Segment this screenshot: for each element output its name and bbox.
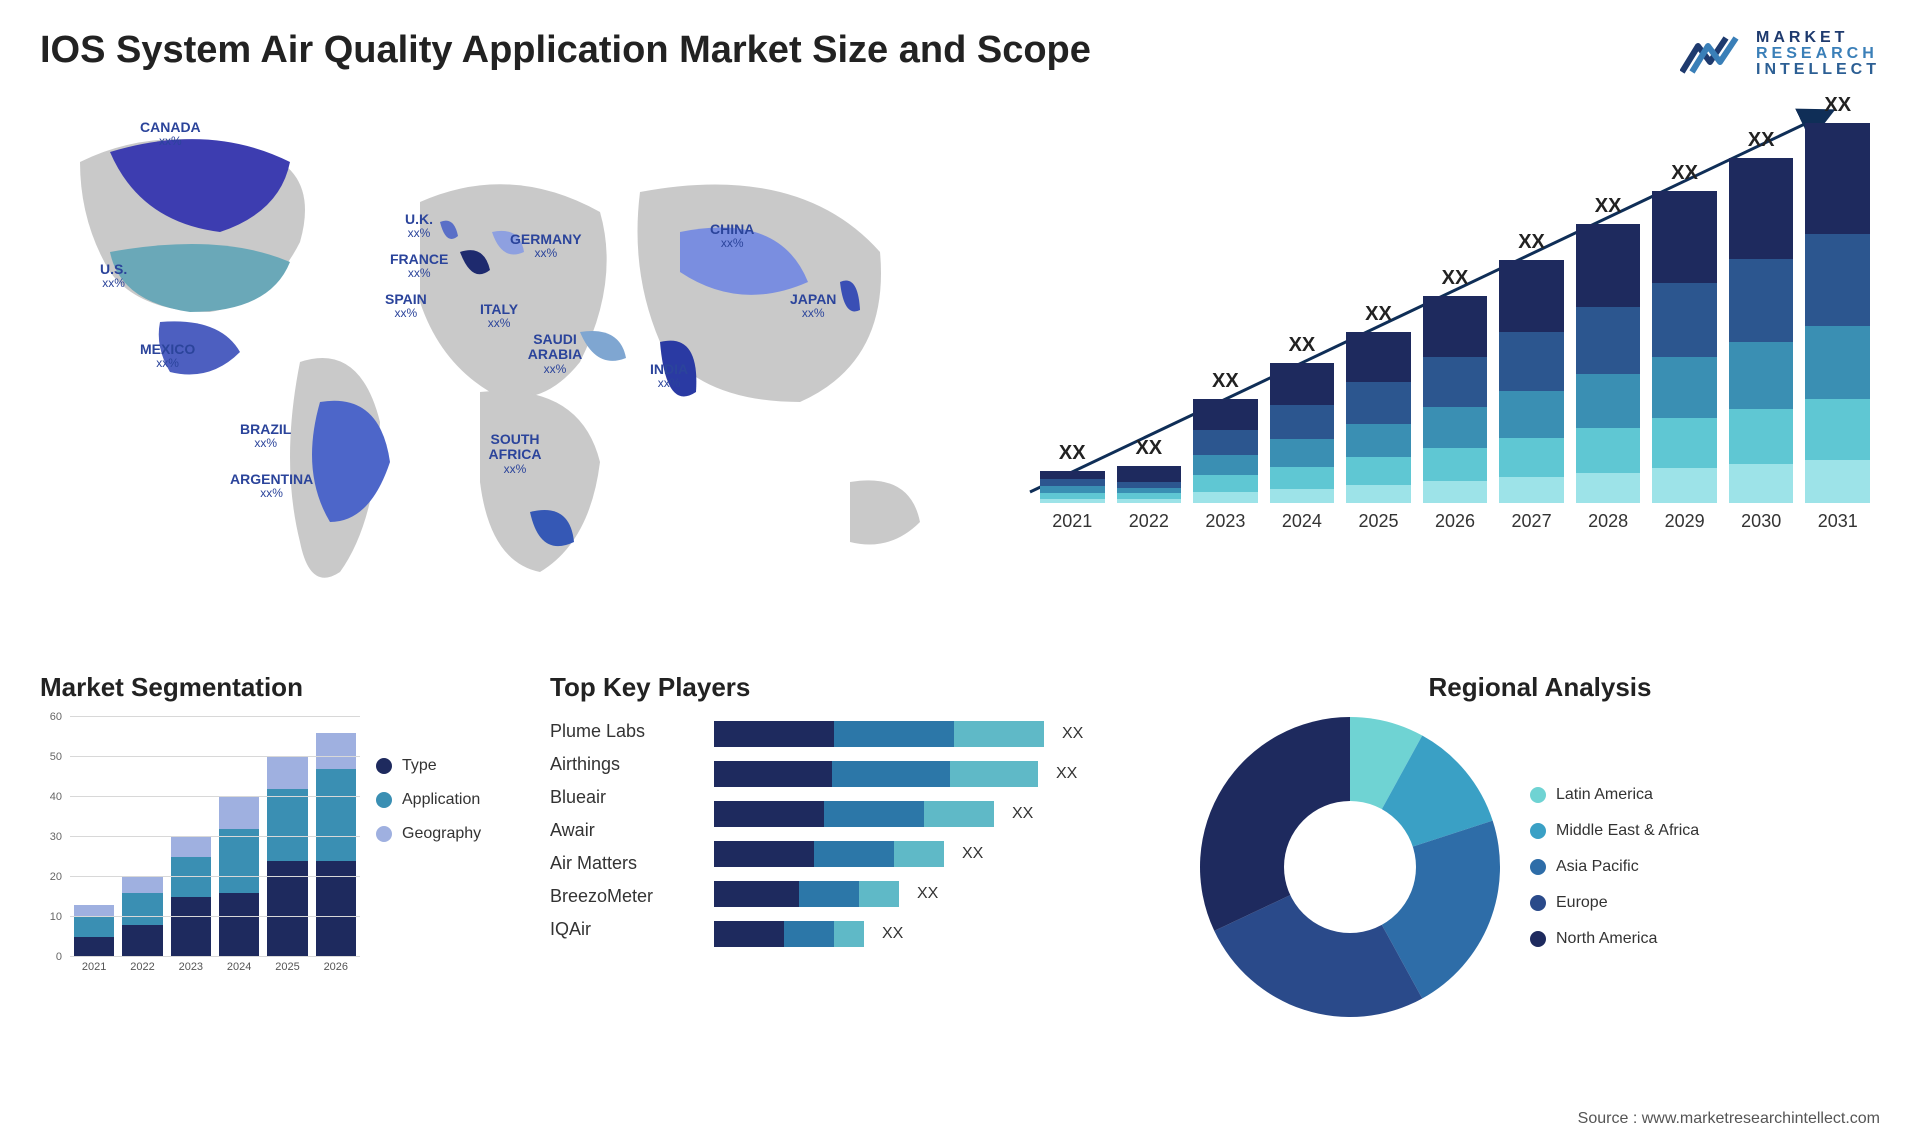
key-player-bar: XX [714, 801, 1170, 827]
map-label: FRANCExx% [390, 252, 448, 281]
logo-text: MARKET RESEARCH INTELLECT [1756, 30, 1880, 78]
legend-item: Middle East & Africa [1530, 822, 1699, 840]
forecast-bar: XX2027 [1499, 231, 1564, 532]
map-label: INDIAxx% [650, 362, 688, 391]
key-player-bar: XX [714, 881, 1170, 907]
world-map: CANADAxx% U.S.xx% MEXICOxx% BRAZILxx% ARGENT… [40, 102, 960, 622]
segmentation-title: Market Segmentation [40, 672, 520, 703]
header-row: IOS System Air Quality Application Marke… [40, 30, 1880, 78]
map-label: U.K.xx% [405, 212, 433, 241]
key-player-item: Plume Labs [550, 721, 700, 742]
key-player-item: Air Matters [550, 853, 700, 874]
forecast-bar: XX2023 [1193, 370, 1258, 532]
forecast-bar: XX2031 [1805, 94, 1870, 532]
key-player-bar: XX [714, 841, 1170, 867]
regional-donut-chart [1200, 717, 1500, 1017]
segmentation-bar [122, 877, 162, 957]
regional-legend: Latin America Middle East & Africa Asia Pa… [1530, 786, 1699, 948]
segmentation-bar [74, 905, 114, 957]
logo-line-1: MARKET [1756, 30, 1880, 46]
legend-item: North America [1530, 930, 1699, 948]
forecast-bar: XX2028 [1576, 195, 1641, 532]
segmentation-legend: Type Application Geography [376, 717, 481, 987]
logo-line-2: RESEARCH [1756, 46, 1880, 62]
key-players-bars: XX XX XX XX XX XX [714, 717, 1170, 947]
segmentation-bar [219, 797, 259, 957]
legend-item: Geography [376, 825, 481, 843]
forecast-chart: XX2021XX2022XX2023XX2024XX2025XX2026XX20… [1000, 102, 1880, 622]
map-label: ARGENTINAxx% [230, 472, 313, 501]
regional-panel: Regional Analysis Latin America Middle Ea… [1200, 672, 1880, 1017]
logo-mark-icon [1680, 32, 1744, 76]
key-player-bar: XX [714, 921, 1170, 947]
map-label: SAUDI ARABIAxx% [520, 332, 590, 376]
key-player-item: BreezoMeter [550, 886, 700, 907]
map-label: JAPANxx% [790, 292, 836, 321]
legend-item: Application [376, 791, 481, 809]
forecast-bar: XX2029 [1652, 162, 1717, 532]
map-label: SOUTH AFRICAxx% [480, 432, 550, 476]
forecast-bar: XX2024 [1270, 334, 1335, 532]
key-player-bar: XX [714, 761, 1170, 787]
forecast-bar: XX2021 [1040, 442, 1105, 532]
key-players-list: Plume Labs Airthings Blueair Awair Air Matte… [550, 717, 700, 947]
key-players-title: Top Key Players [550, 672, 1170, 703]
key-player-item: Airthings [550, 754, 700, 775]
key-players-panel: Top Key Players Plume Labs Airthings Bluea… [550, 672, 1170, 1017]
map-label: SPAINxx% [385, 292, 427, 321]
map-label: BRAZILxx% [240, 422, 291, 451]
key-player-item: Blueair [550, 787, 700, 808]
page-title: IOS System Air Quality Application Marke… [40, 30, 1091, 72]
segmentation-bar [267, 757, 307, 957]
map-label: CHINAxx% [710, 222, 754, 251]
regional-title: Regional Analysis [1200, 672, 1880, 703]
forecast-bar: XX2022 [1117, 437, 1182, 532]
map-label: MEXICOxx% [140, 342, 195, 371]
lower-row: Market Segmentation 0102030405060 202120… [40, 672, 1880, 1017]
legend-item: Asia Pacific [1530, 858, 1699, 876]
key-player-bar: XX [714, 721, 1170, 747]
legend-item: Europe [1530, 894, 1699, 912]
map-label: GERMANYxx% [510, 232, 582, 261]
source-credit: Source : www.marketresearchintellect.com [1578, 1110, 1880, 1128]
segmentation-bar [316, 733, 356, 957]
map-label: ITALYxx% [480, 302, 518, 331]
segmentation-panel: Market Segmentation 0102030405060 202120… [40, 672, 520, 1017]
map-label: U.S.xx% [100, 262, 127, 291]
legend-item: Type [376, 757, 481, 775]
logo-line-3: INTELLECT [1756, 62, 1880, 78]
forecast-bar: XX2030 [1729, 129, 1794, 532]
upper-row: CANADAxx% U.S.xx% MEXICOxx% BRAZILxx% ARGENT… [40, 102, 1880, 622]
segmentation-bar [171, 837, 211, 957]
segmentation-chart: 0102030405060 202120222023202420252026 [40, 717, 360, 987]
brand-logo: MARKET RESEARCH INTELLECT [1680, 30, 1880, 78]
legend-item: Latin America [1530, 786, 1699, 804]
forecast-bar: XX2025 [1346, 303, 1411, 532]
forecast-bar: XX2026 [1423, 267, 1488, 532]
key-player-item: Awair [550, 820, 700, 841]
key-player-item: IQAir [550, 919, 700, 940]
map-label: CANADAxx% [140, 120, 201, 149]
